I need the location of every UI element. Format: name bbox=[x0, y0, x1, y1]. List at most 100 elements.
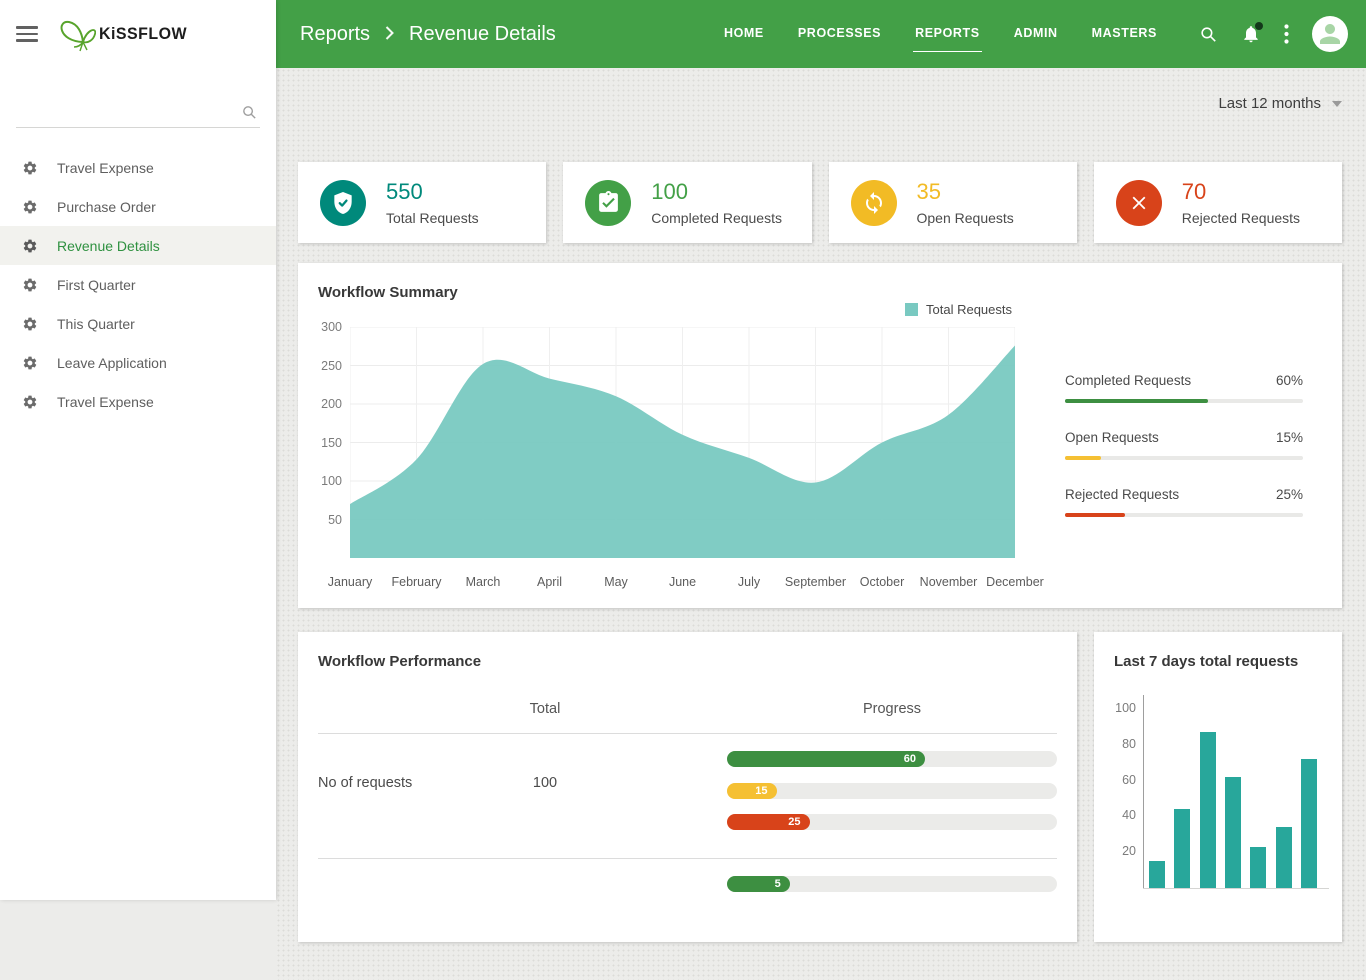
stat-value: 35 bbox=[917, 179, 1014, 205]
sidebar-item-label: Leave Application bbox=[57, 355, 167, 371]
nav-link-reports[interactable]: REPORTS bbox=[915, 16, 980, 52]
search-icon bbox=[241, 104, 258, 126]
progress-bar-fill: 60 bbox=[727, 751, 925, 767]
gear-icon bbox=[22, 238, 38, 254]
shield-check-icon bbox=[320, 180, 366, 226]
gear-icon bbox=[22, 199, 38, 215]
kebab-menu-icon[interactable] bbox=[1284, 24, 1289, 44]
bar bbox=[1225, 777, 1241, 888]
progress-bar-track: 60 bbox=[727, 751, 1057, 767]
card-title: Last 7 days total requests bbox=[1114, 653, 1298, 670]
y-tick-label: 40 bbox=[1104, 808, 1136, 822]
month-label: March bbox=[466, 575, 501, 589]
month-label: April bbox=[537, 575, 562, 589]
breakdown-item-open-requests: Open Requests15% bbox=[1065, 430, 1303, 460]
breakdown-item-completed-requests: Completed Requests60% bbox=[1065, 373, 1303, 403]
row-divider bbox=[318, 858, 1057, 859]
progress-bar-track: 25 bbox=[727, 814, 1057, 830]
close-icon bbox=[1116, 180, 1162, 226]
bar bbox=[1301, 759, 1317, 888]
stat-value: 550 bbox=[386, 179, 479, 205]
stat-card-open-requests: 35 Open Requests bbox=[829, 162, 1077, 243]
search-icon[interactable] bbox=[1199, 25, 1218, 44]
y-tick-label: 50 bbox=[306, 513, 342, 527]
progress-bar-value: 5 bbox=[775, 878, 781, 890]
y-tick-label: 250 bbox=[306, 359, 342, 373]
stat-card-completed-requests: 100 Completed Requests bbox=[563, 162, 811, 243]
month-label: February bbox=[391, 575, 441, 589]
requests-breakdown: Completed Requests60% Open Requests15% Rej… bbox=[1065, 373, 1303, 544]
stat-card-rejected-requests: 70 Rejected Requests bbox=[1094, 162, 1342, 243]
sidebar-item-label: Revenue Details bbox=[57, 238, 160, 254]
progress-bar-fill: 5 bbox=[727, 876, 790, 892]
sidebar-header: KiSSFLOW bbox=[0, 0, 276, 68]
bar bbox=[1174, 809, 1190, 888]
progress-bar-value: 25 bbox=[788, 816, 800, 828]
sidebar-item-travel-expense[interactable]: Travel Expense bbox=[0, 148, 276, 187]
month-label: July bbox=[738, 575, 760, 589]
month-label: October bbox=[860, 575, 904, 589]
stat-label: Rejected Requests bbox=[1182, 210, 1300, 226]
column-header-total: Total bbox=[458, 701, 632, 717]
month-label: September bbox=[785, 575, 846, 589]
progress-bar-value: 60 bbox=[904, 753, 916, 765]
stat-cards-row: 550 Total Requests 100 Completed Request… bbox=[298, 162, 1342, 243]
sidebar-search bbox=[16, 98, 260, 128]
sidebar-item-label: This Quarter bbox=[57, 316, 135, 332]
sidebar-item-travel-expense[interactable]: Travel Expense bbox=[0, 382, 276, 421]
y-tick-label: 200 bbox=[306, 397, 342, 411]
area-chart: 30025020015010050JanuaryFebruaryMarchApr… bbox=[350, 327, 1015, 558]
user-avatar[interactable] bbox=[1312, 16, 1348, 52]
bar bbox=[1276, 827, 1292, 888]
y-tick-label: 100 bbox=[1104, 701, 1136, 715]
notifications-bell-icon[interactable] bbox=[1241, 24, 1261, 44]
date-range-dropdown[interactable]: Last 12 months bbox=[298, 95, 1342, 112]
sidebar-item-purchase-order[interactable]: Purchase Order bbox=[0, 187, 276, 226]
month-label: January bbox=[328, 575, 372, 589]
sidebar-item-revenue-details[interactable]: Revenue Details bbox=[0, 226, 276, 265]
sidebar-item-leave-application[interactable]: Leave Application bbox=[0, 343, 276, 382]
top-navbar: Reports Revenue Details HOME PROCESSES REP… bbox=[276, 0, 1366, 68]
nav-link-masters[interactable]: MASTERS bbox=[1092, 16, 1157, 52]
sidebar-item-first-quarter[interactable]: First Quarter bbox=[0, 265, 276, 304]
month-label: May bbox=[604, 575, 628, 589]
hamburger-menu-icon[interactable] bbox=[16, 22, 38, 46]
topbar-icons bbox=[1199, 16, 1348, 52]
month-label: December bbox=[986, 575, 1044, 589]
breakdown-label: Open Requests bbox=[1065, 430, 1159, 445]
breakdown-head: Rejected Requests25% bbox=[1065, 487, 1303, 502]
stat-card-total-requests: 550 Total Requests bbox=[298, 162, 546, 243]
stat-label: Open Requests bbox=[917, 210, 1014, 226]
nav-links: HOME PROCESSES REPORTS ADMIN MASTERS bbox=[724, 16, 1157, 52]
gear-icon bbox=[22, 160, 38, 176]
progress-bar-track: 5 bbox=[727, 876, 1057, 892]
gear-icon bbox=[22, 316, 38, 332]
x-axis-line bbox=[1143, 888, 1329, 889]
progress-bar-fill: 15 bbox=[727, 783, 777, 799]
breakdown-progress-fill bbox=[1065, 456, 1101, 460]
breadcrumb-page: Revenue Details bbox=[409, 23, 556, 46]
column-header-progress: Progress bbox=[727, 701, 1057, 717]
date-range-label: Last 12 months bbox=[1218, 95, 1321, 112]
breakdown-item-rejected-requests: Rejected Requests25% bbox=[1065, 487, 1303, 517]
nav-link-admin[interactable]: ADMIN bbox=[1014, 16, 1058, 52]
kissflow-logo: KiSSFLOW bbox=[54, 14, 193, 54]
y-tick-label: 300 bbox=[306, 320, 342, 334]
clipboard-check-icon bbox=[585, 180, 631, 226]
breadcrumb-section[interactable]: Reports bbox=[300, 23, 370, 46]
workflow-performance-card: Workflow Performance Total Progress No o… bbox=[298, 632, 1077, 942]
sidebar-search-input[interactable] bbox=[16, 98, 221, 126]
nav-link-home[interactable]: HOME bbox=[724, 16, 764, 52]
sidebar-item-label: First Quarter bbox=[57, 277, 136, 293]
card-title: Workflow Summary bbox=[318, 284, 458, 301]
month-label: June bbox=[669, 575, 696, 589]
nav-link-processes[interactable]: PROCESSES bbox=[798, 16, 881, 52]
stat-label: Total Requests bbox=[386, 210, 479, 226]
y-tick-label: 20 bbox=[1104, 844, 1136, 858]
last-7-days-card: Last 7 days total requests 10080604020 bbox=[1094, 632, 1342, 942]
sidebar-item-label: Travel Expense bbox=[57, 160, 154, 176]
sidebar-item-this-quarter[interactable]: This Quarter bbox=[0, 304, 276, 343]
breakdown-percent: 60% bbox=[1276, 373, 1303, 388]
logo-text: KiSSFLOW bbox=[99, 24, 187, 44]
notification-badge bbox=[1255, 22, 1263, 30]
